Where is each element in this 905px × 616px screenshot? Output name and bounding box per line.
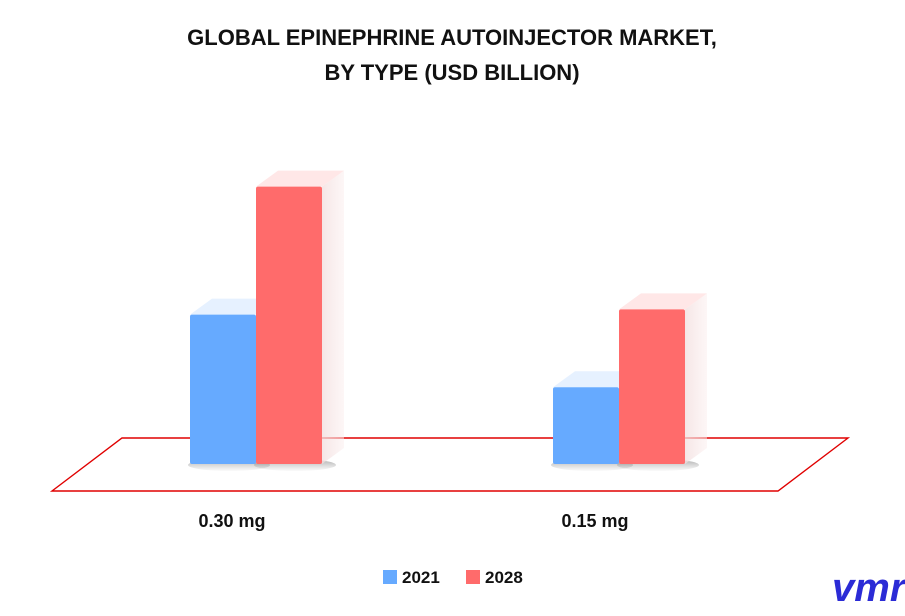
legend-swatch-2021 bbox=[383, 570, 397, 584]
bar-front-face bbox=[256, 186, 322, 464]
chart-title-line-1: GLOBAL EPINEPHRINE AUTOINJECTOR MARKET, bbox=[187, 25, 717, 50]
chart-floor bbox=[49, 437, 851, 492]
legend-label-2028: 2028 bbox=[485, 568, 523, 587]
bar-top-face bbox=[619, 293, 707, 310]
bar-front-face bbox=[619, 309, 685, 464]
vmr-logo: vmr bbox=[832, 566, 905, 610]
bar-front-face bbox=[553, 387, 619, 464]
legend-swatch-2028 bbox=[466, 570, 480, 584]
bar-side-face bbox=[685, 293, 707, 464]
category-label-0-30-mg: 0.30 mg bbox=[198, 511, 265, 531]
bar-front-face bbox=[190, 314, 256, 464]
bar-side-face bbox=[322, 170, 344, 464]
bars-layer bbox=[188, 170, 707, 471]
legend: 2021 2028 bbox=[383, 568, 523, 587]
legend-label-2021: 2021 bbox=[402, 568, 440, 587]
bar-2028-0-15-mg bbox=[617, 293, 707, 471]
chart-title-line-2: BY TYPE (USD BILLION) bbox=[324, 60, 579, 85]
category-label-0-15-mg: 0.15 mg bbox=[561, 511, 628, 531]
bar-top-face bbox=[256, 170, 344, 187]
bar-2028-0-30-mg bbox=[254, 170, 344, 471]
